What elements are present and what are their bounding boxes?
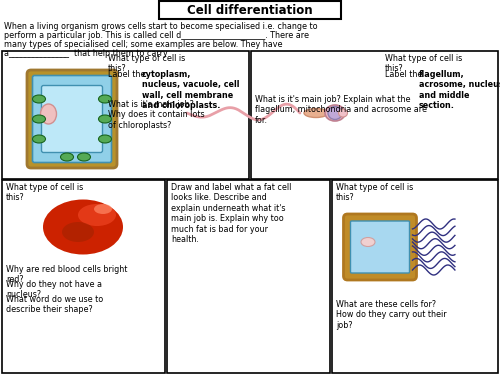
Ellipse shape (98, 135, 112, 143)
Text: What type of cell is
this?: What type of cell is this? (336, 183, 413, 203)
FancyBboxPatch shape (27, 70, 117, 168)
Text: When a living organism grows cells start to become specialised i.e. change to: When a living organism grows cells start… (4, 22, 318, 31)
Ellipse shape (32, 135, 46, 143)
Text: many types of specialised cell; some examples are below. They have: many types of specialised cell; some exa… (4, 40, 282, 49)
Ellipse shape (78, 204, 116, 226)
Ellipse shape (361, 237, 375, 246)
Ellipse shape (304, 108, 328, 117)
Ellipse shape (325, 105, 345, 121)
FancyBboxPatch shape (167, 180, 330, 373)
Text: cytoplasm,
nucleus, vacuole, cell
wall, cell membrane
and chloroplasts.: cytoplasm, nucleus, vacuole, cell wall, … (142, 70, 240, 110)
Ellipse shape (338, 109, 347, 117)
Ellipse shape (328, 106, 342, 120)
FancyBboxPatch shape (159, 1, 341, 19)
Text: What are these cells for?
How do they carry out their
job?: What are these cells for? How do they ca… (336, 300, 446, 330)
FancyBboxPatch shape (350, 221, 410, 273)
FancyBboxPatch shape (42, 86, 102, 153)
Text: What is it's main job? Explain what the
flagellum, mitochondria and acrosome are: What is it's main job? Explain what the … (255, 95, 427, 125)
Text: What is it's main job?
Why does it contain lots
of chloroplasts?: What is it's main job? Why does it conta… (108, 100, 204, 130)
FancyBboxPatch shape (2, 51, 249, 179)
Ellipse shape (32, 115, 46, 123)
Ellipse shape (62, 222, 94, 242)
Text: Why are red blood cells bright
red?: Why are red blood cells bright red? (6, 265, 128, 284)
Text: What type of cell is
this?: What type of cell is this? (6, 183, 83, 203)
Text: What type of cell is
this?: What type of cell is this? (385, 54, 462, 74)
Text: Cell differentiation: Cell differentiation (187, 3, 313, 16)
Ellipse shape (98, 95, 112, 103)
Text: Draw and label what a fat cell
looks like. Describe and
explain underneath what : Draw and label what a fat cell looks lik… (171, 183, 292, 244)
Text: What word do we use to
describe their shape?: What word do we use to describe their sh… (6, 295, 103, 314)
Ellipse shape (78, 153, 90, 161)
FancyBboxPatch shape (344, 214, 416, 280)
FancyBboxPatch shape (32, 75, 112, 162)
Ellipse shape (98, 115, 112, 123)
FancyBboxPatch shape (332, 180, 498, 373)
FancyBboxPatch shape (2, 180, 165, 373)
Ellipse shape (32, 95, 46, 103)
Text: perform a particular job. This is called cell d_____________________. There are: perform a particular job. This is called… (4, 31, 309, 40)
Text: Label the: Label the (108, 70, 148, 79)
Ellipse shape (40, 104, 56, 124)
Text: What type of cell is
this?: What type of cell is this? (108, 54, 185, 74)
Text: Why do they not have a
nucleus?: Why do they not have a nucleus? (6, 280, 102, 299)
Text: Label the: Label the (385, 70, 425, 79)
FancyBboxPatch shape (251, 51, 498, 179)
Ellipse shape (43, 200, 123, 255)
Ellipse shape (94, 204, 112, 214)
Text: flagellum,
acrosome, nucleus
and middle
section.: flagellum, acrosome, nucleus and middle … (419, 70, 500, 110)
Ellipse shape (60, 153, 74, 161)
Text: a_______________  that help them to carry: a_______________ that help them to carry (4, 49, 168, 58)
